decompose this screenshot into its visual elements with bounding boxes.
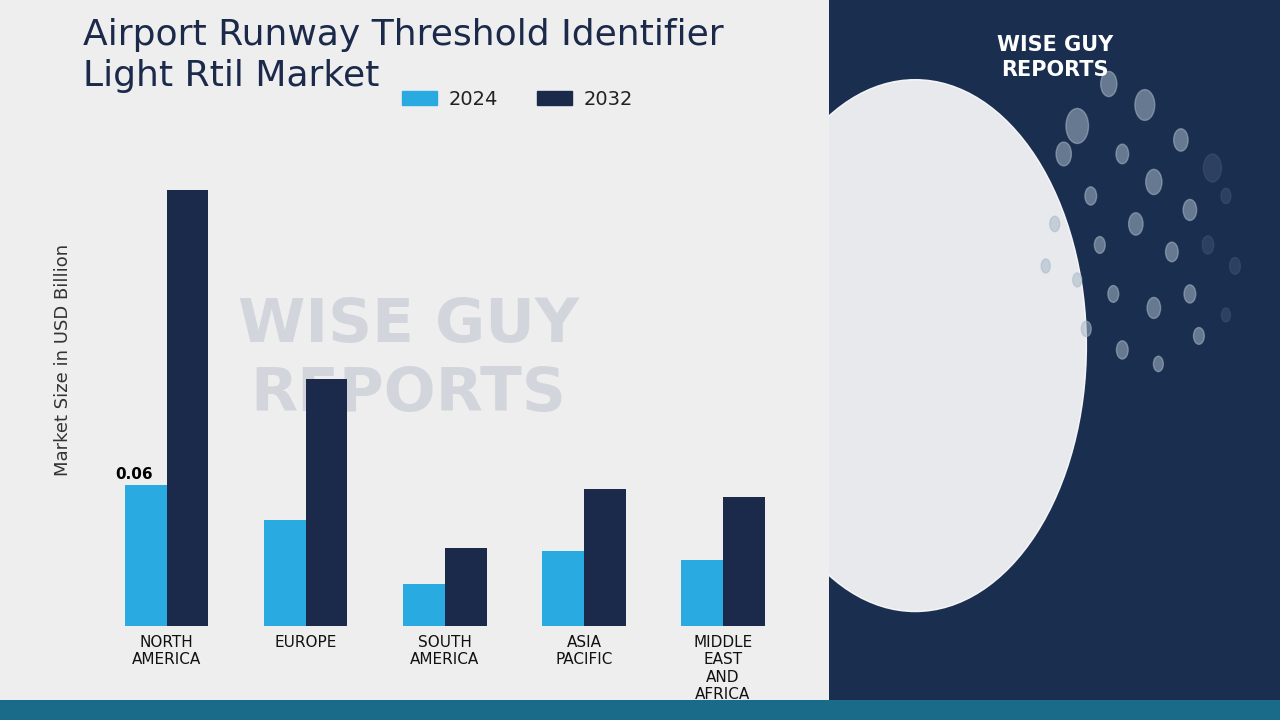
Text: 0.06: 0.06 bbox=[115, 467, 152, 482]
Circle shape bbox=[1085, 187, 1097, 205]
Bar bbox=[403, 584, 445, 626]
Circle shape bbox=[1221, 188, 1231, 204]
Circle shape bbox=[1202, 236, 1213, 254]
Bar bbox=[584, 490, 626, 626]
Circle shape bbox=[1230, 258, 1240, 274]
Bar bbox=[445, 549, 486, 626]
Circle shape bbox=[1135, 89, 1155, 120]
Circle shape bbox=[1066, 109, 1088, 143]
Circle shape bbox=[1166, 242, 1178, 262]
Bar bbox=[166, 189, 209, 626]
Text: WISE GUY
REPORTS: WISE GUY REPORTS bbox=[997, 35, 1112, 80]
Circle shape bbox=[1174, 129, 1188, 151]
Circle shape bbox=[1146, 169, 1162, 194]
Circle shape bbox=[1108, 286, 1119, 302]
Circle shape bbox=[1193, 328, 1204, 344]
Legend: 2024, 2032: 2024, 2032 bbox=[394, 82, 640, 117]
Text: Airport Runway Threshold Identifier
Light Rtil Market: Airport Runway Threshold Identifier Ligh… bbox=[83, 18, 723, 93]
Bar bbox=[125, 485, 166, 626]
Circle shape bbox=[1129, 212, 1143, 235]
Circle shape bbox=[1203, 154, 1221, 182]
Bar bbox=[723, 497, 764, 626]
Circle shape bbox=[1041, 259, 1050, 273]
Circle shape bbox=[1116, 144, 1129, 163]
Y-axis label: Market Size in USD Billion: Market Size in USD Billion bbox=[54, 244, 72, 476]
Polygon shape bbox=[1199, 84, 1266, 448]
Circle shape bbox=[1183, 199, 1197, 220]
Text: WISE GUY
REPORTS: WISE GUY REPORTS bbox=[238, 297, 580, 423]
Bar bbox=[264, 520, 306, 626]
Bar bbox=[681, 560, 723, 626]
Bar bbox=[306, 379, 347, 626]
Circle shape bbox=[1094, 237, 1105, 253]
Circle shape bbox=[1153, 356, 1164, 372]
Circle shape bbox=[1101, 71, 1117, 96]
Circle shape bbox=[1082, 321, 1092, 337]
Circle shape bbox=[1050, 216, 1060, 232]
Bar bbox=[543, 551, 584, 626]
Circle shape bbox=[1221, 308, 1230, 322]
Circle shape bbox=[1147, 297, 1161, 318]
Circle shape bbox=[1116, 341, 1128, 359]
Circle shape bbox=[744, 80, 1087, 611]
Circle shape bbox=[1184, 285, 1196, 303]
Circle shape bbox=[1073, 273, 1082, 287]
Circle shape bbox=[1056, 142, 1071, 166]
